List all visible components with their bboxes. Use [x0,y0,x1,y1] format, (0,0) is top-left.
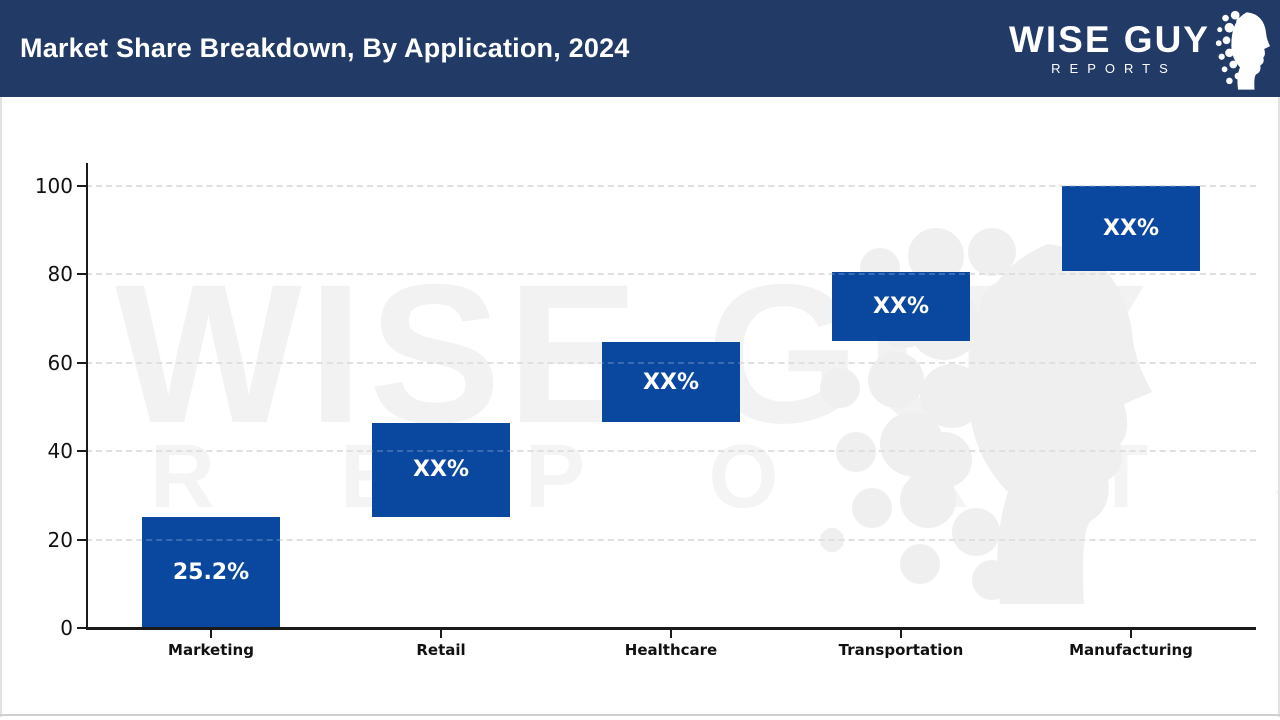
frame-edge-right [1278,97,1280,717]
category-label-retail: Retail [416,641,466,659]
category-label-transportation: Transportation [838,641,964,659]
frame-edge-left [0,97,2,717]
y-tick-60 [77,361,86,364]
y-tick-20 [77,538,86,541]
gridline-overlay-60 [86,361,1256,364]
bar-value-label: XX% [873,294,929,320]
gridline-overlay-80 [86,273,1256,276]
category-label-marketing: Marketing [168,641,254,659]
wiseguy-logo-text: WISE GUY REPORTS [1009,21,1210,76]
watermark-head-profile-icon [820,228,1152,604]
page-title: Market Share Breakdown, By Application, … [20,33,630,63]
y-tick-label-60: 60 [47,350,73,375]
y-tick-label-80: 80 [47,262,73,287]
frame-bottom-rule [0,714,1280,716]
x-axis-line [86,627,1256,630]
logo-subtitle: REPORTS [1051,61,1177,76]
x-tick-manufacturing [1130,630,1132,638]
y-tick-label-40: 40 [47,439,73,464]
y-tick-label-0: 0 [60,616,73,640]
bar-transportation: XX% [832,272,970,342]
bar-manufacturing: XX% [1062,186,1200,271]
bar-retail: XX% [372,422,510,517]
x-tick-retail [440,630,442,638]
category-label-healthcare: Healthcare [624,641,718,659]
y-tick-label-100: 100 [34,174,73,198]
x-tick-healthcare [670,630,672,638]
gridline-40 [86,450,1256,453]
bar-value-label: XX% [1103,215,1159,241]
bar-value-label: XX% [643,369,699,395]
bar-healthcare: XX% [602,342,740,423]
logo-wordmark: WISE GUY [1008,19,1210,60]
gridline-100 [86,185,1256,187]
gridline-overlay-100 [86,185,1256,187]
x-tick-marketing [210,630,212,638]
category-label-manufacturing: Manufacturing [1069,641,1193,659]
y-tick-label-20: 20 [47,527,73,552]
gridline-overlay-20 [86,538,1256,541]
y-tick-100 [77,185,86,187]
x-tick-transportation [900,630,902,638]
bar-value-label: XX% [413,457,469,483]
y-tick-0 [77,627,86,629]
y-tick-40 [77,450,86,453]
gridline-80 [86,273,1256,276]
y-tick-80 [77,273,86,276]
gridline-overlay-40 [86,450,1256,453]
header: Market Share Breakdown, By Application, … [0,0,1280,97]
bar-value-label: 25.2% [172,559,250,585]
gridline-20 [86,538,1256,541]
head-profile-icon [1215,10,1270,90]
y-axis-line [86,163,88,630]
wiseguy-logo: WISE GUY REPORTS [1009,8,1270,90]
bar-marketing: 25.2% [142,516,280,628]
